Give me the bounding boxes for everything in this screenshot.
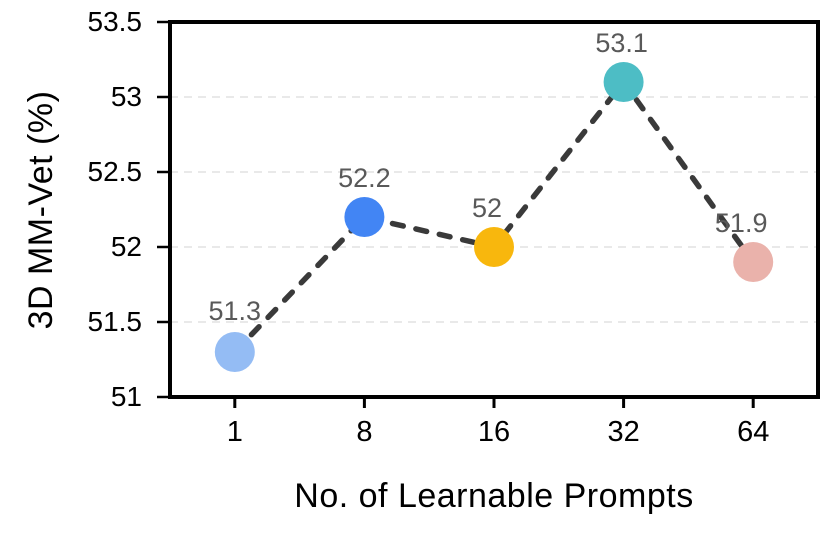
axis-layer: 51 51.5 52 52.5 53 53.5 1 8 16 32 64 (88, 6, 820, 448)
y-tick-label: 53.5 (88, 6, 143, 37)
data-point-8 (344, 197, 385, 237)
point-value-label: 52 (472, 193, 502, 223)
data-point-16 (474, 227, 514, 267)
point-value-label: 51.3 (209, 296, 262, 326)
y-tick-label: 52 (111, 231, 142, 262)
y-tick-label: 51 (111, 381, 142, 412)
y-tick-label: 53 (111, 81, 142, 112)
point-value-label: 52.2 (338, 163, 391, 193)
x-axis-title: No. of Learnable Prompts (294, 477, 693, 515)
x-tick-label: 8 (356, 416, 372, 448)
data-point-1 (214, 332, 255, 372)
x-tick-label: 16 (478, 416, 510, 448)
data-point-32 (603, 62, 644, 102)
x-tick-label: 1 (227, 416, 243, 448)
point-value-label: 51.9 (715, 208, 768, 238)
x-tick-label: 32 (607, 416, 639, 448)
y-tick-label: 51.5 (88, 306, 143, 337)
y-axis-title: 3D MM-Vet (%) (22, 91, 60, 330)
x-tick-label: 64 (737, 416, 769, 448)
series-layer: 51.3 52.2 52 53.1 51.9 (209, 28, 774, 372)
data-point-64 (733, 242, 774, 282)
y-tick-label: 52.5 (88, 156, 143, 187)
point-value-label: 53.1 (595, 28, 648, 58)
